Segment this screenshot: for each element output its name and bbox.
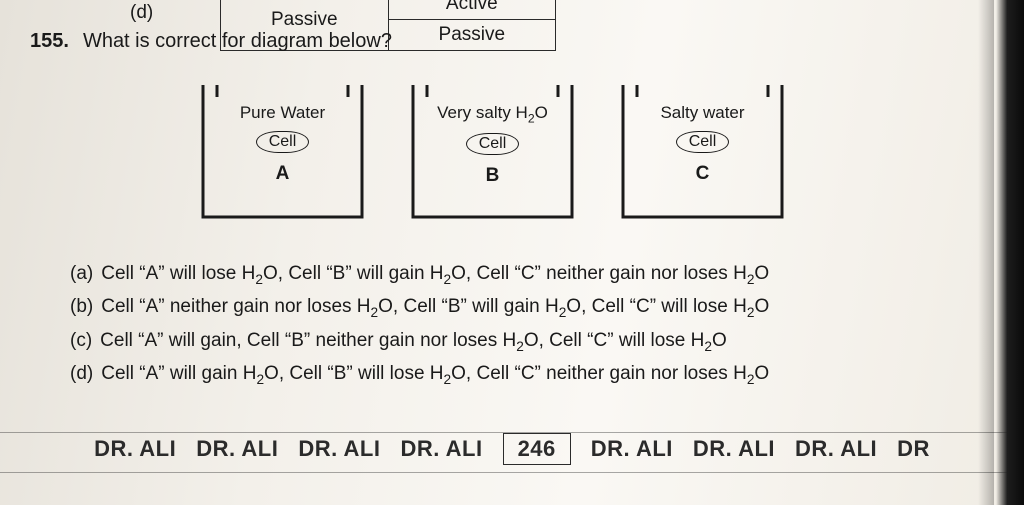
watermark-text: DR [897, 436, 930, 462]
answer-text: Cell “A” will lose H2O, Cell “B” will ga… [101, 258, 769, 291]
footer-rule [0, 472, 1024, 474]
watermark-text: DR. ALI [795, 436, 877, 462]
cell-badge: Cell [256, 131, 310, 153]
beaker-letter: B [486, 165, 500, 187]
answer-text: Cell “A” neither gain nor loses H2O, Cel… [101, 291, 769, 324]
answer-key: (a) [70, 258, 93, 291]
watermark-text: DR. ALI [298, 436, 380, 462]
watermark-text: DR. ALI [591, 436, 673, 462]
answer-option: (a) Cell “A” will lose H2O, Cell “B” will… [70, 258, 970, 291]
answer-text: Cell “A” will gain H2O, Cell “B” will lo… [101, 358, 769, 391]
cell-badge: Cell [466, 133, 520, 155]
prev-table-cell: Passive [388, 20, 556, 51]
watermark-text: DR. ALI [196, 436, 278, 462]
watermark-text: DR. ALI [693, 436, 775, 462]
answer-options: (a) Cell “A” will lose H2O, Cell “B” will… [70, 258, 970, 392]
page-edge-shadow [978, 0, 994, 505]
answer-text: Cell “A” will gain, Cell “B” neither gai… [100, 325, 727, 358]
question-text: What is correct for diagram below? [83, 30, 392, 53]
answer-option: (c) Cell “A” will gain, Cell “B” neither … [70, 325, 970, 358]
beaker-a: Pure Water Cell A [200, 85, 365, 220]
answer-key: (b) [70, 291, 93, 324]
footer-watermark-row: DR. ALI DR. ALI DR. ALI DR. ALI 246 DR. ALI DR… [0, 433, 1024, 465]
question-number: 155. [30, 30, 69, 53]
beaker-c: Salty water Cell C [620, 85, 785, 220]
beakers-row: Pure Water Cell A Very salty H2O Cell B Salty … [200, 85, 785, 220]
beaker-letter: C [696, 163, 710, 185]
answer-option: (d) Cell “A” will gain H2O, Cell “B” will… [70, 358, 970, 391]
watermark-text: DR. ALI [400, 436, 482, 462]
beaker-b: Very salty H2O Cell B [410, 85, 575, 220]
beaker-solution-label: Salty water [660, 103, 744, 123]
watermark-text: DR. ALI [94, 436, 176, 462]
question-row: 155. What is correct for diagram below? [30, 30, 392, 53]
beaker-solution-label: Very salty H2O [437, 103, 548, 125]
beaker-solution-label: Pure Water [240, 103, 325, 123]
beaker-letter: A [276, 163, 290, 185]
cell-badge: Cell [676, 131, 730, 153]
prev-option-d-label: (d) [130, 2, 153, 24]
prev-table-cell: Active [388, 0, 556, 20]
answer-key: (d) [70, 358, 93, 391]
page-number: 246 [503, 433, 571, 465]
page-edge [996, 0, 1024, 505]
answer-key: (c) [70, 325, 92, 358]
answer-option: (b) Cell “A” neither gain nor loses H2O, … [70, 291, 970, 324]
page-scan: { "prev_option_letter": "(d)", "prev_tab… [0, 0, 1024, 505]
